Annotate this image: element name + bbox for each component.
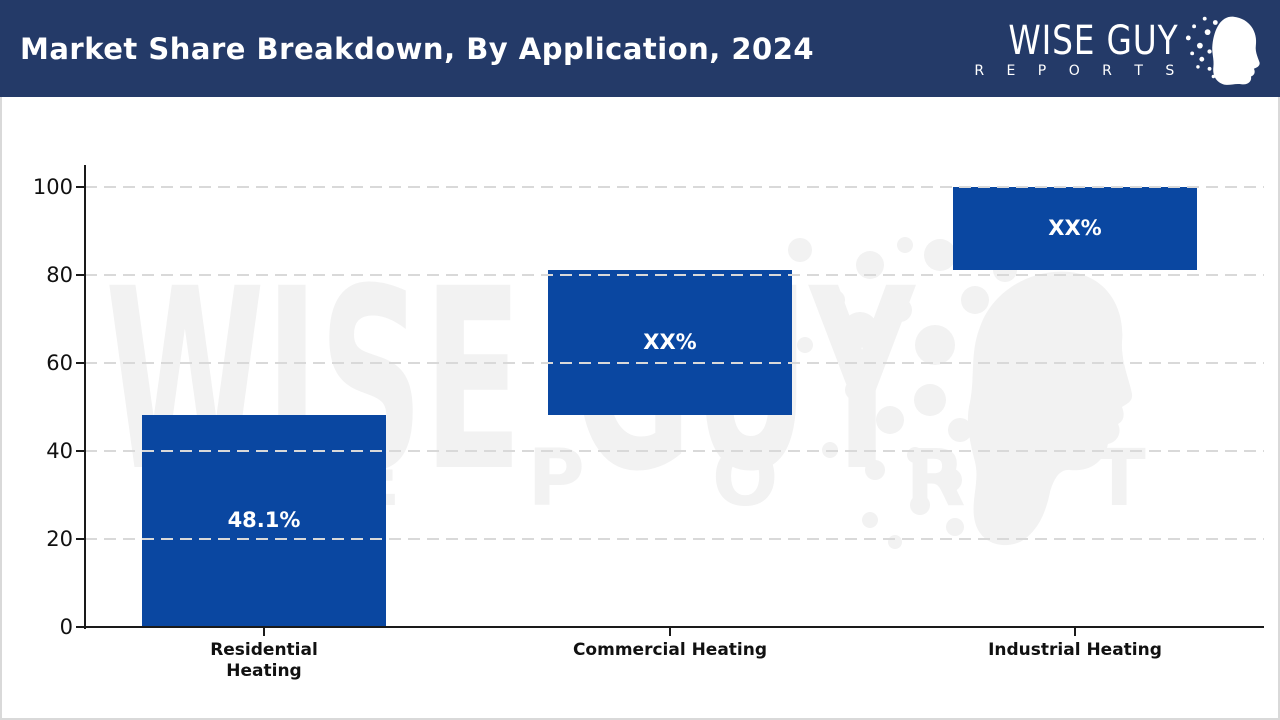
y-tick-40 [76,450,85,452]
chart-plot-area: 0 20 40 60 80 100 48.1% Residential Heating XX% C… [0,97,1280,720]
gridline-60 [85,362,1264,364]
y-tick-60 [76,362,85,364]
y-tick-0 [76,626,85,628]
bar-2 [953,187,1197,271]
logo-subtitle: R E P O R T S [974,63,1184,79]
gridline-80 [85,274,1264,276]
gridline-100 [85,186,1264,188]
watermark-dotted-head-graphic [788,232,1133,549]
bar-value-label-1: XX% [643,329,697,354]
y-tick-label-80: 80 [46,263,73,287]
y-tick-label-0: 0 [59,615,73,639]
header-bar: Market Share Breakdown, By Application, … [0,0,1280,97]
x-category-label-0: Residential Heating [210,640,318,681]
page-title: Market Share Breakdown, By Application, … [20,31,815,66]
logo-text: WISE GUY R E P O R T S [971,21,1178,79]
x-axis-line [84,626,1264,628]
gridline-20 [85,538,1264,540]
x-tick-1 [669,627,671,636]
y-tick-20 [76,538,85,540]
x-category-label-2: Industrial Heating [988,640,1162,660]
gridline-40 [85,450,1264,452]
wise-guy-reports-logo: WISE GUY R E P O R T S [974,8,1268,92]
x-tick-0 [263,627,265,636]
y-tick-80 [76,274,85,276]
logo-wordmark: WISE GUY [1007,18,1178,64]
x-category-label-1: Commercial Heating [572,640,768,660]
y-tick-label-20: 20 [46,527,73,551]
bar-1 [548,270,792,416]
y-tick-label-100: 100 [32,175,73,199]
bar-value-label-2: XX% [1048,215,1102,240]
y-axis-line [84,165,86,629]
bar-value-label-0: 48.1% [227,508,301,533]
logo-head-icon [1185,16,1260,85]
y-tick-100 [76,186,85,188]
y-tick-label-60: 60 [46,351,73,375]
x-tick-2 [1074,627,1076,636]
y-tick-label-40: 40 [46,439,73,463]
